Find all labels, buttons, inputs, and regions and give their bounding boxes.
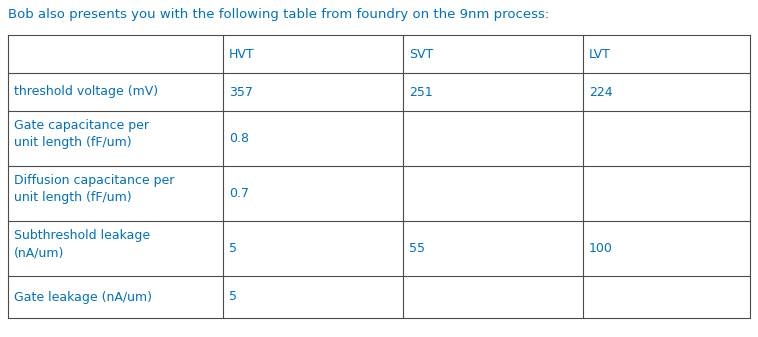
- Text: threshold voltage (mV): threshold voltage (mV): [14, 86, 158, 98]
- Text: 357: 357: [229, 86, 253, 98]
- Text: SVT: SVT: [409, 48, 434, 61]
- Text: 5: 5: [229, 290, 237, 304]
- Text: 5: 5: [229, 242, 237, 255]
- Text: Subthreshold leakage
(nA/um): Subthreshold leakage (nA/um): [14, 229, 150, 259]
- Text: Diffusion capacitance per
unit length (fF/um): Diffusion capacitance per unit length (f…: [14, 174, 174, 204]
- Text: 224: 224: [589, 86, 612, 98]
- Text: Bob also presents you with the following table from foundry on the 9nm process:: Bob also presents you with the following…: [8, 8, 550, 21]
- Text: 0.7: 0.7: [229, 187, 249, 200]
- Text: 55: 55: [409, 242, 425, 255]
- Text: 100: 100: [589, 242, 613, 255]
- Text: Gate leakage (nA/um): Gate leakage (nA/um): [14, 290, 152, 304]
- Text: LVT: LVT: [589, 48, 611, 61]
- Text: HVT: HVT: [229, 48, 255, 61]
- Text: 0.8: 0.8: [229, 132, 249, 145]
- Text: 251: 251: [409, 86, 433, 98]
- Text: Gate capacitance per
unit length (fF/um): Gate capacitance per unit length (fF/um): [14, 119, 149, 149]
